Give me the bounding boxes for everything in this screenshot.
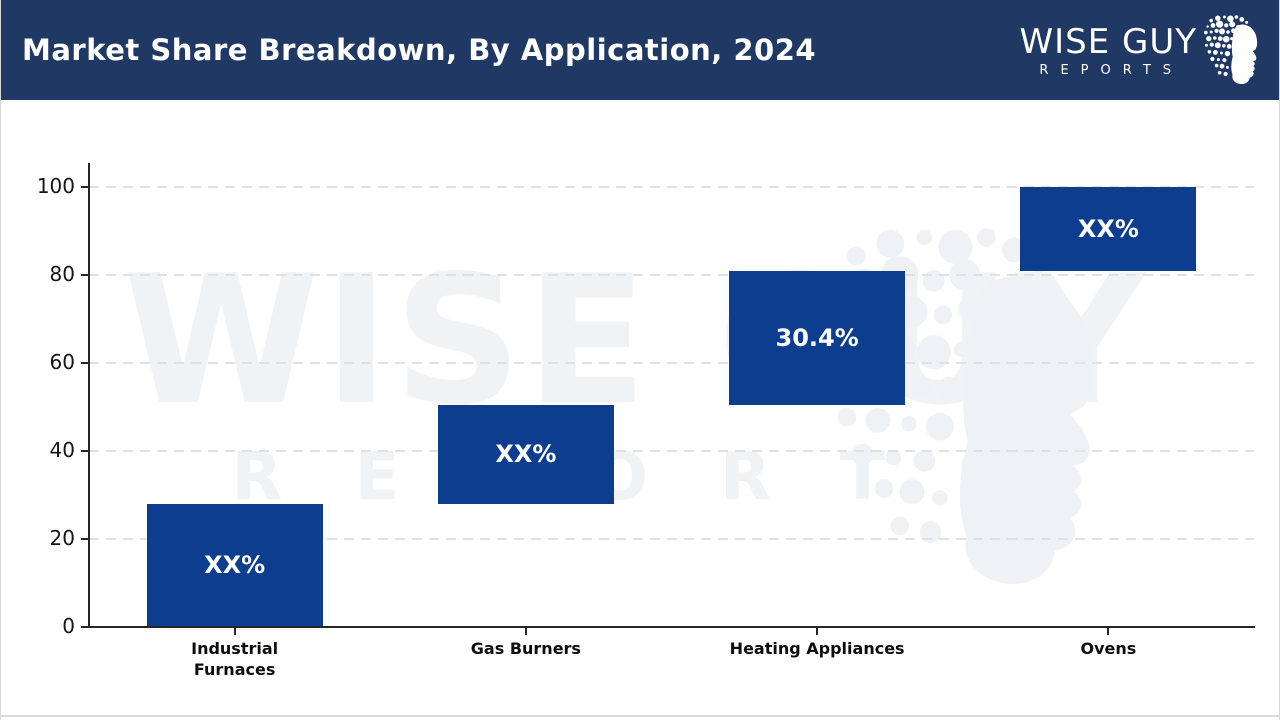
header: Market Share Breakdown, By Application, … [1, 0, 1279, 100]
y-tick-label: 80 [49, 262, 75, 286]
y-tick-mark [81, 538, 89, 540]
y-tick-label: 0 [62, 614, 75, 638]
x-tick-mark [1107, 628, 1110, 635]
x-tick-mark [524, 628, 527, 635]
y-tick-mark [81, 186, 89, 188]
logo-head-icon [1204, 15, 1258, 85]
x-axis-line [88, 626, 1255, 628]
y-tick-mark [81, 274, 89, 276]
logo-line1: WISE GUY [1019, 22, 1197, 62]
logo-wordmark: WISE GUY REPORTS [1019, 22, 1197, 78]
bar-value-label: XX% [495, 440, 557, 469]
y-tick-label: 20 [49, 526, 75, 550]
x-category-label: Heating Appliances [729, 639, 905, 658]
y-tick-mark [81, 362, 89, 364]
x-category-label: Industrial Furnaces [191, 639, 279, 679]
chart-title: Market Share Breakdown, By Application, … [22, 33, 817, 67]
bar [729, 271, 906, 405]
x-tick-mark [233, 628, 236, 635]
y-tick-label: 40 [49, 438, 75, 462]
gridline [89, 362, 1254, 364]
bar [1020, 187, 1197, 272]
bar [146, 503, 323, 627]
bottom-divider [1, 715, 1279, 717]
y-tick-label: 100 [36, 174, 75, 198]
logo: WISE GUY REPORTS [1019, 6, 1267, 94]
bar-value-label: 30.4% [775, 323, 859, 352]
bar-value-label: XX% [204, 551, 266, 580]
gridline [89, 274, 1254, 276]
gridline [89, 186, 1254, 188]
y-axis-line [88, 163, 90, 628]
bar-value-label: XX% [1077, 215, 1139, 244]
x-category-label: Gas Burners [470, 639, 581, 658]
gridline [89, 450, 1254, 452]
gridline [89, 538, 1254, 540]
logo-line2: REPORTS [1039, 63, 1184, 78]
y-tick-label: 60 [49, 350, 75, 374]
x-category-label: Ovens [1080, 639, 1137, 658]
y-tick-mark [81, 626, 89, 628]
x-tick-mark [816, 628, 819, 635]
y-tick-mark [81, 450, 89, 452]
bar [437, 404, 614, 504]
